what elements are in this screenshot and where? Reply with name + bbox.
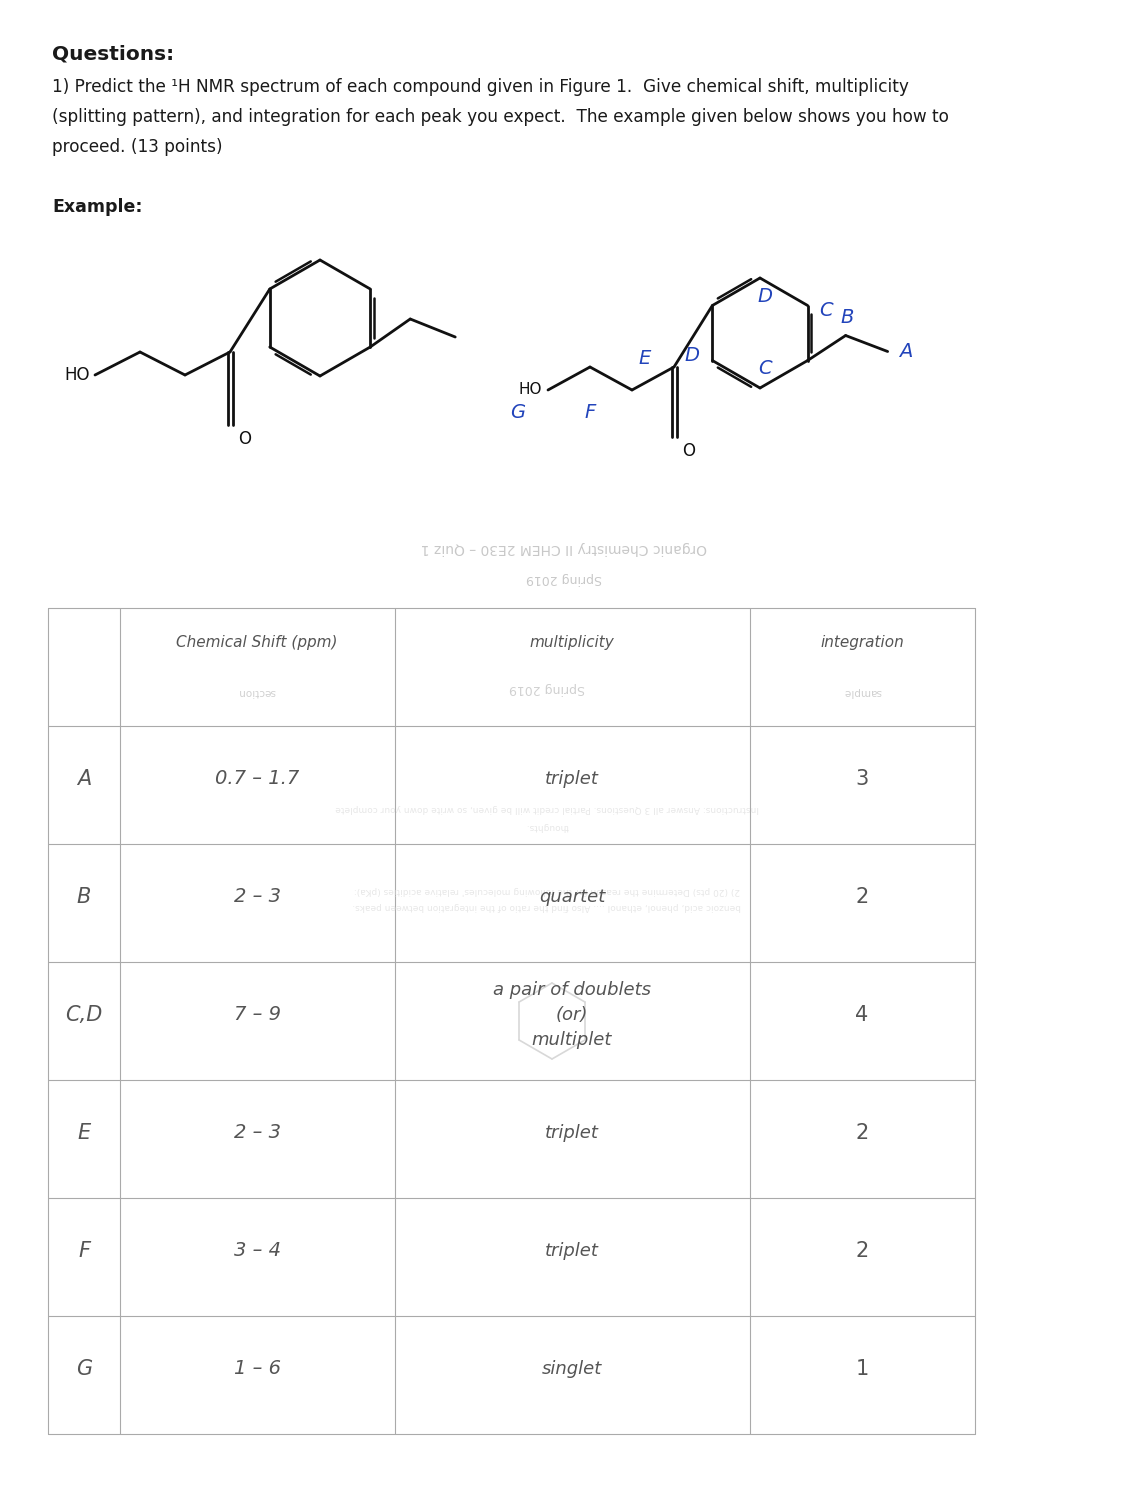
Text: 0.7 – 1.7: 0.7 – 1.7 bbox=[214, 770, 299, 788]
Text: 2 – 3: 2 – 3 bbox=[233, 888, 281, 906]
Text: benzoic acid, phenol, ethanol .... Also find the ratio of the integration betwee: benzoic acid, phenol, ethanol .... Also … bbox=[353, 903, 741, 912]
Text: quartet: quartet bbox=[539, 888, 605, 906]
Text: G: G bbox=[76, 1359, 92, 1378]
Text: thoughts.: thoughts. bbox=[526, 821, 569, 831]
Text: F: F bbox=[78, 1241, 90, 1260]
Text: triplet: triplet bbox=[545, 770, 599, 788]
Text: E: E bbox=[638, 348, 651, 368]
Text: 2: 2 bbox=[855, 887, 869, 907]
Text: G: G bbox=[511, 402, 526, 422]
Text: section: section bbox=[238, 688, 276, 697]
Text: 2) (20 pts) Determine the reason for the following molecules' relative acidities: 2) (20 pts) Determine the reason for the… bbox=[354, 887, 740, 896]
Text: C: C bbox=[819, 300, 832, 320]
Text: O: O bbox=[238, 431, 252, 448]
Text: 1) Predict the ¹H NMR spectrum of each compound given in Figure 1.  Give chemica: 1) Predict the ¹H NMR spectrum of each c… bbox=[52, 78, 909, 96]
Text: singlet: singlet bbox=[541, 1360, 602, 1378]
Text: A: A bbox=[899, 342, 913, 360]
Text: triplet: triplet bbox=[545, 1242, 599, 1260]
Text: 1: 1 bbox=[855, 1359, 869, 1378]
Text: (splitting pattern), and integration for each peak you expect.  The example give: (splitting pattern), and integration for… bbox=[52, 108, 949, 126]
Text: a pair of doublets
(or)
multiplet: a pair of doublets (or) multiplet bbox=[493, 981, 651, 1049]
Text: Example:: Example: bbox=[52, 197, 142, 215]
Text: multiplicity: multiplicity bbox=[530, 635, 615, 650]
Text: Organic Chemistry II CHEM 2E30 – Quiz 1: Organic Chemistry II CHEM 2E30 – Quiz 1 bbox=[421, 541, 707, 555]
Text: 2: 2 bbox=[855, 1123, 869, 1144]
Text: B: B bbox=[77, 887, 91, 907]
Text: sample: sample bbox=[843, 688, 881, 697]
Text: D: D bbox=[758, 287, 773, 305]
Text: Chemical Shift (ppm): Chemical Shift (ppm) bbox=[176, 635, 337, 650]
Text: C: C bbox=[758, 359, 772, 378]
Text: A: A bbox=[77, 768, 91, 789]
Text: Instructions: Answer all 3 Questions. Partial credit will be given, so write dow: Instructions: Answer all 3 Questions. Pa… bbox=[335, 803, 759, 812]
Text: 2: 2 bbox=[855, 1241, 869, 1260]
Text: 3: 3 bbox=[855, 768, 869, 789]
Text: C,D: C,D bbox=[65, 1005, 103, 1026]
Text: 7 – 9: 7 – 9 bbox=[233, 1006, 281, 1024]
Text: Questions:: Questions: bbox=[52, 43, 174, 63]
Text: proceed. (13 points): proceed. (13 points) bbox=[52, 138, 222, 155]
Text: E: E bbox=[78, 1123, 90, 1144]
Text: triplet: triplet bbox=[545, 1124, 599, 1142]
Text: 4: 4 bbox=[855, 1005, 869, 1026]
Text: Spring 2019: Spring 2019 bbox=[509, 682, 585, 695]
Text: HO: HO bbox=[519, 383, 541, 398]
Text: HO: HO bbox=[64, 366, 90, 384]
Text: 3 – 4: 3 – 4 bbox=[233, 1241, 281, 1260]
Text: B: B bbox=[841, 308, 854, 327]
Text: Spring 2019: Spring 2019 bbox=[526, 571, 602, 585]
Text: O: O bbox=[682, 443, 695, 460]
Text: 2 – 3: 2 – 3 bbox=[233, 1124, 281, 1142]
Text: integration: integration bbox=[820, 635, 904, 650]
Text: F: F bbox=[584, 402, 596, 422]
Text: D: D bbox=[685, 345, 699, 365]
Text: 1 – 6: 1 – 6 bbox=[233, 1359, 281, 1378]
